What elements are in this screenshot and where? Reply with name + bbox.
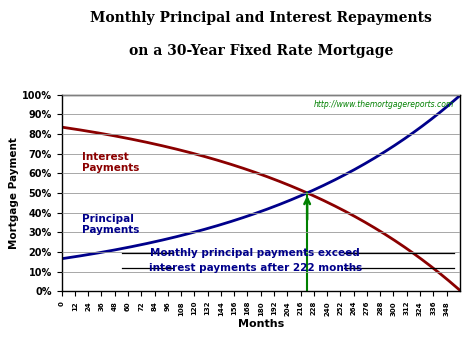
Text: on a 30-Year Fixed Rate Mortgage: on a 30-Year Fixed Rate Mortgage bbox=[128, 44, 393, 58]
Text: http://www.themortgagereports.com: http://www.themortgagereports.com bbox=[314, 99, 454, 108]
Text: Principal
Payments: Principal Payments bbox=[82, 214, 139, 235]
Y-axis label: Mortgage Payment: Mortgage Payment bbox=[9, 137, 19, 249]
Text: interest payments after 222 months: interest payments after 222 months bbox=[148, 262, 362, 273]
X-axis label: Months: Months bbox=[237, 318, 284, 329]
Text: Monthly principal payments exceed: Monthly principal payments exceed bbox=[150, 248, 360, 258]
Text: Monthly Principal and Interest Repayments: Monthly Principal and Interest Repayment… bbox=[90, 11, 432, 25]
Text: Interest
Payments: Interest Payments bbox=[82, 152, 139, 173]
